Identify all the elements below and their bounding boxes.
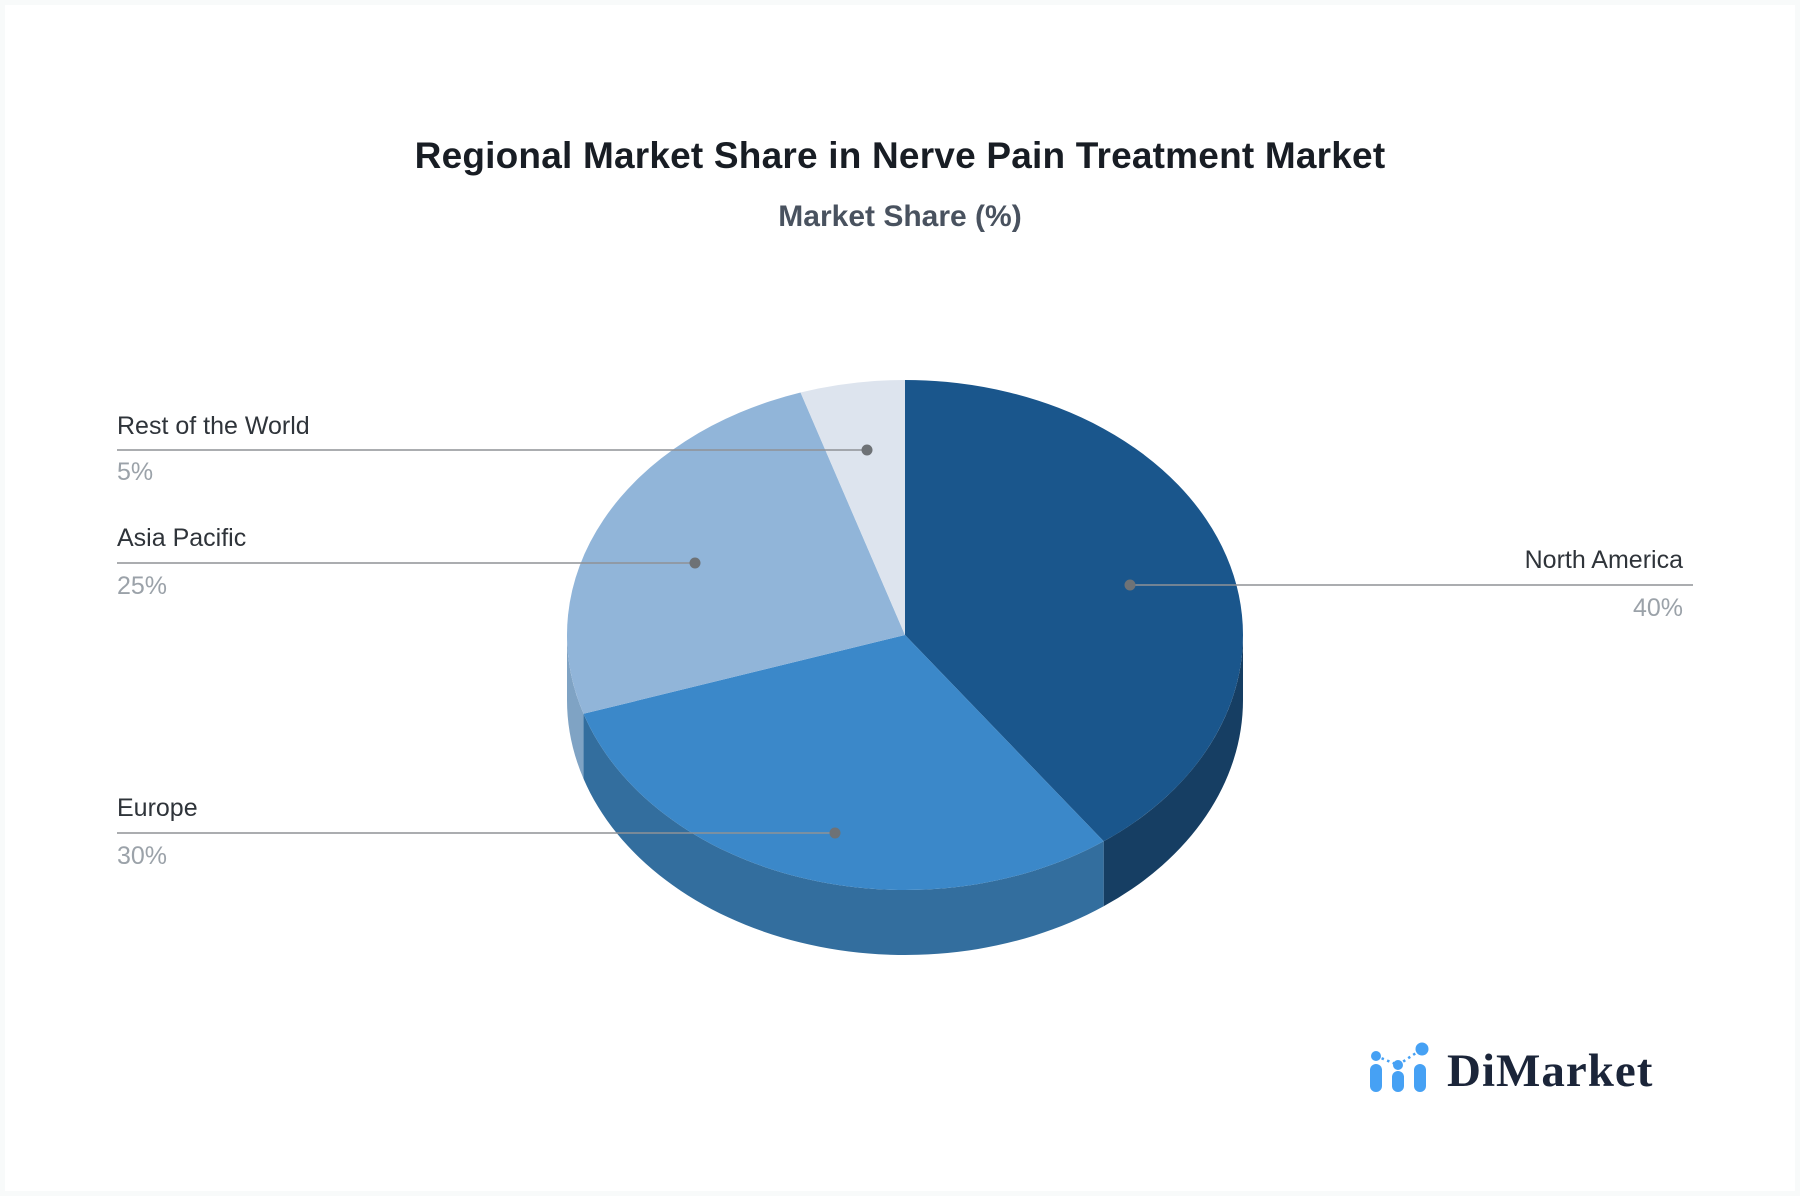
- callout-dot-europe: [829, 827, 841, 839]
- callout-value-north-america: 40%: [1632, 594, 1683, 622]
- callout-label-north-america: North America: [1524, 546, 1683, 574]
- pie-slice-rest-of-the-world: [800, 380, 905, 635]
- callout-dot-rest-of-the-world: [861, 444, 873, 456]
- callout-value-rest-of-world: 5%: [117, 458, 154, 486]
- callout-value-asia-pacific: 25%: [117, 572, 168, 600]
- callout-dot-asia-pacific: [689, 557, 701, 569]
- logo: DiMarket: [1361, 1039, 1653, 1097]
- callout-value-europe: 30%: [117, 842, 168, 870]
- chart-title: Regional Market Share in Nerve Pain Trea…: [414, 135, 1386, 176]
- bar-line-chart-icon: [1370, 1042, 1429, 1092]
- pie-slice-asia-pacific: [567, 392, 905, 714]
- pie-chart: [117, 380, 1693, 955]
- pie-slice-side-north-america: [1103, 635, 1243, 907]
- callout-dot-north-america: [1124, 579, 1136, 591]
- callout-label-rest-of-world: Rest of the World: [117, 412, 310, 440]
- pie-slice-north-america: [905, 380, 1243, 842]
- pie-slice-side-europe: [583, 713, 1104, 955]
- callout-label-asia-pacific: Asia Pacific: [117, 524, 247, 552]
- callout-label-europe: Europe: [117, 794, 198, 822]
- chart-subtitle: Market Share (%): [778, 200, 1022, 233]
- pie-slice-side-asia-pacific: [567, 635, 584, 779]
- logo-text: DiMarket: [1447, 1045, 1654, 1097]
- pie-slice-europe: [583, 635, 1104, 891]
